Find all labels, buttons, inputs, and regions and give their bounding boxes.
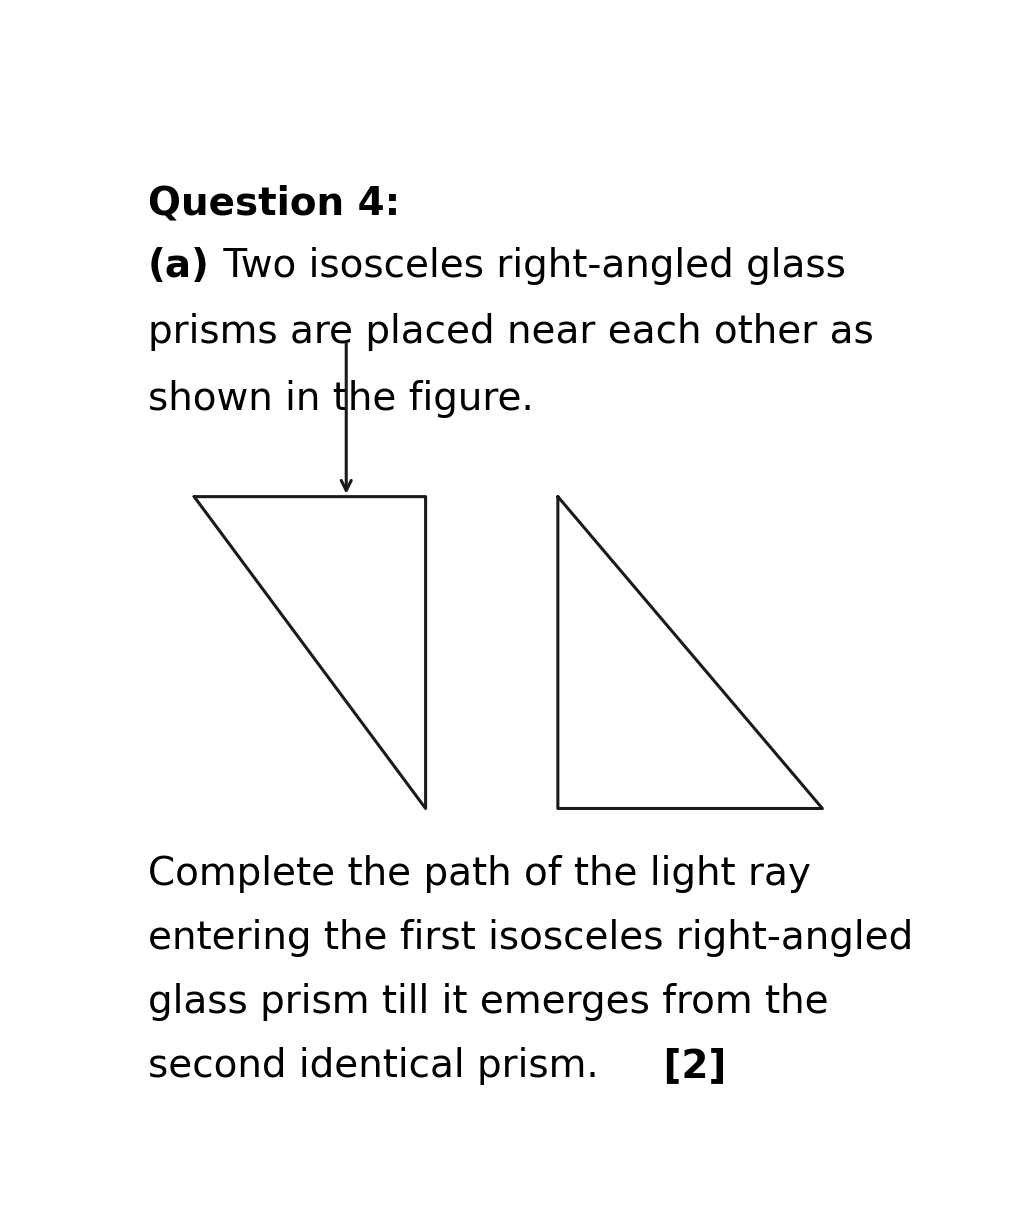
Text: Question 4:: Question 4:: [147, 185, 400, 222]
Text: [2]: [2]: [650, 1047, 727, 1085]
Text: (a): (a): [147, 247, 210, 286]
Text: entering the first isosceles right-angled: entering the first isosceles right-angle…: [147, 920, 913, 957]
Text: Two isosceles right-angled glass: Two isosceles right-angled glass: [211, 247, 846, 286]
Text: glass prism till it emerges from the: glass prism till it emerges from the: [147, 983, 828, 1021]
Text: prisms are placed near each other as: prisms are placed near each other as: [147, 313, 873, 351]
Text: shown in the figure.: shown in the figure.: [147, 379, 534, 418]
Text: second identical prism.: second identical prism.: [147, 1047, 599, 1085]
Text: Complete the path of the light ray: Complete the path of the light ray: [147, 855, 811, 893]
